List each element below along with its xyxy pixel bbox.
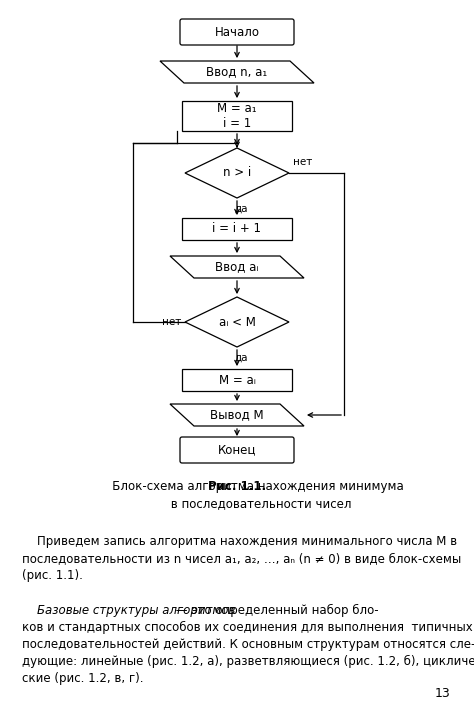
Polygon shape <box>185 148 289 198</box>
Text: n > i: n > i <box>223 167 251 180</box>
Bar <box>182 218 292 240</box>
Bar <box>182 101 292 131</box>
Text: Ввод n, a₁: Ввод n, a₁ <box>206 65 268 78</box>
FancyBboxPatch shape <box>180 19 294 45</box>
Polygon shape <box>170 256 304 278</box>
Bar <box>182 369 292 391</box>
Text: 13: 13 <box>434 687 450 700</box>
Text: да: да <box>234 353 248 363</box>
Text: да: да <box>234 204 248 214</box>
Text: Рис. 1.1.: Рис. 1.1. <box>208 480 266 493</box>
Text: M = a₁
i = 1: M = a₁ i = 1 <box>217 102 257 130</box>
Text: Блок-схема алгоритма нахождения минимума
             в последовательности чисел: Блок-схема алгоритма нахождения минимума… <box>71 480 403 510</box>
Polygon shape <box>160 61 314 83</box>
Text: Вывод M: Вывод M <box>210 408 264 421</box>
Polygon shape <box>185 297 289 347</box>
Polygon shape <box>170 404 304 426</box>
FancyBboxPatch shape <box>180 437 294 463</box>
Text: Базовые структуры алгоритмов: Базовые структуры алгоритмов <box>22 604 236 617</box>
Text: Начало: Начало <box>215 25 259 39</box>
Text: нет: нет <box>162 317 181 327</box>
Text: — это определенный набор бло-
ков и стандартных способов их соединения для выпол: — это определенный набор бло- ков и стан… <box>22 604 474 685</box>
Text: M = aᵢ: M = aᵢ <box>219 373 255 387</box>
Text: Приведем запись алгоритма нахождения минимального числа М в
последовательности и: Приведем запись алгоритма нахождения мин… <box>22 535 461 582</box>
Text: aᵢ < M: aᵢ < M <box>219 316 255 329</box>
Text: Ввод aᵢ: Ввод aᵢ <box>215 260 259 273</box>
Text: нет: нет <box>293 157 312 167</box>
Text: i = i + 1: i = i + 1 <box>212 222 262 236</box>
Text: Конец: Конец <box>218 444 256 457</box>
